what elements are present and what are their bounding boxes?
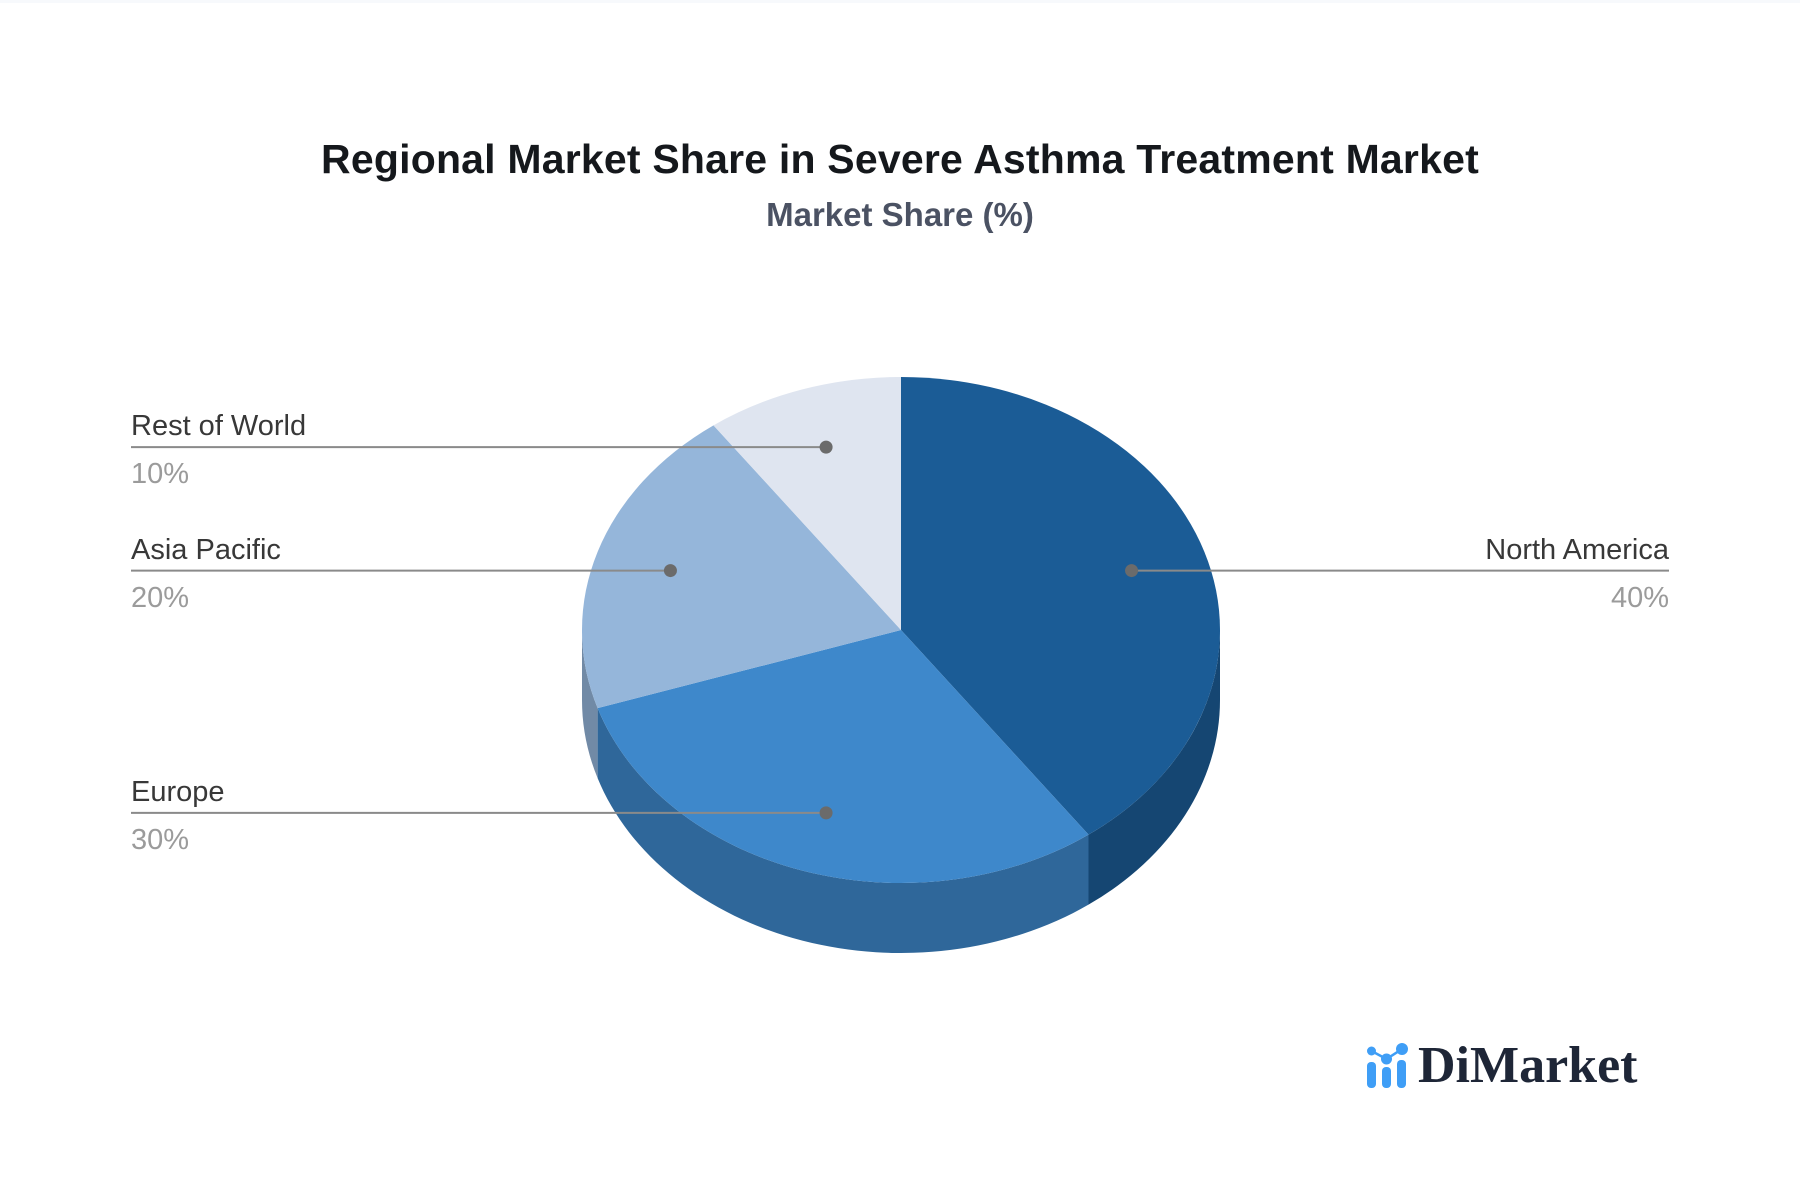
leader-dot [819,440,833,454]
chart-title: Regional Market Share in Severe Asthma T… [321,136,1479,182]
dimarket-logo: DiMarket [1364,1030,1664,1094]
pie-slice-side [582,630,598,779]
slice-label: Rest of World [131,410,307,443]
slice-label: North America [1485,533,1669,566]
pie-slice [713,377,901,630]
chart-subtitle: Market Share (%) [766,196,1034,233]
leader-dot [663,564,677,578]
top-border [0,0,1800,3]
slice-percent: 30% [131,823,190,856]
slice-percent: 40% [1610,581,1669,614]
slice-label: Europe [131,775,225,808]
leader-dot [819,806,833,820]
slice-percent: 10% [131,458,190,491]
slice-percent: 20% [131,581,190,614]
pie-slice [582,425,901,709]
pie-slice [901,377,1220,835]
slice-label: Asia Pacific [131,533,281,566]
bar-chart-logo-icon [1367,1043,1408,1088]
leader-dot [1125,564,1139,578]
pie-slice-side [1088,630,1220,905]
logo-text: DiMarket [1418,1037,1638,1094]
pie-slice [597,630,1089,883]
pie-slice-side [597,708,1089,953]
